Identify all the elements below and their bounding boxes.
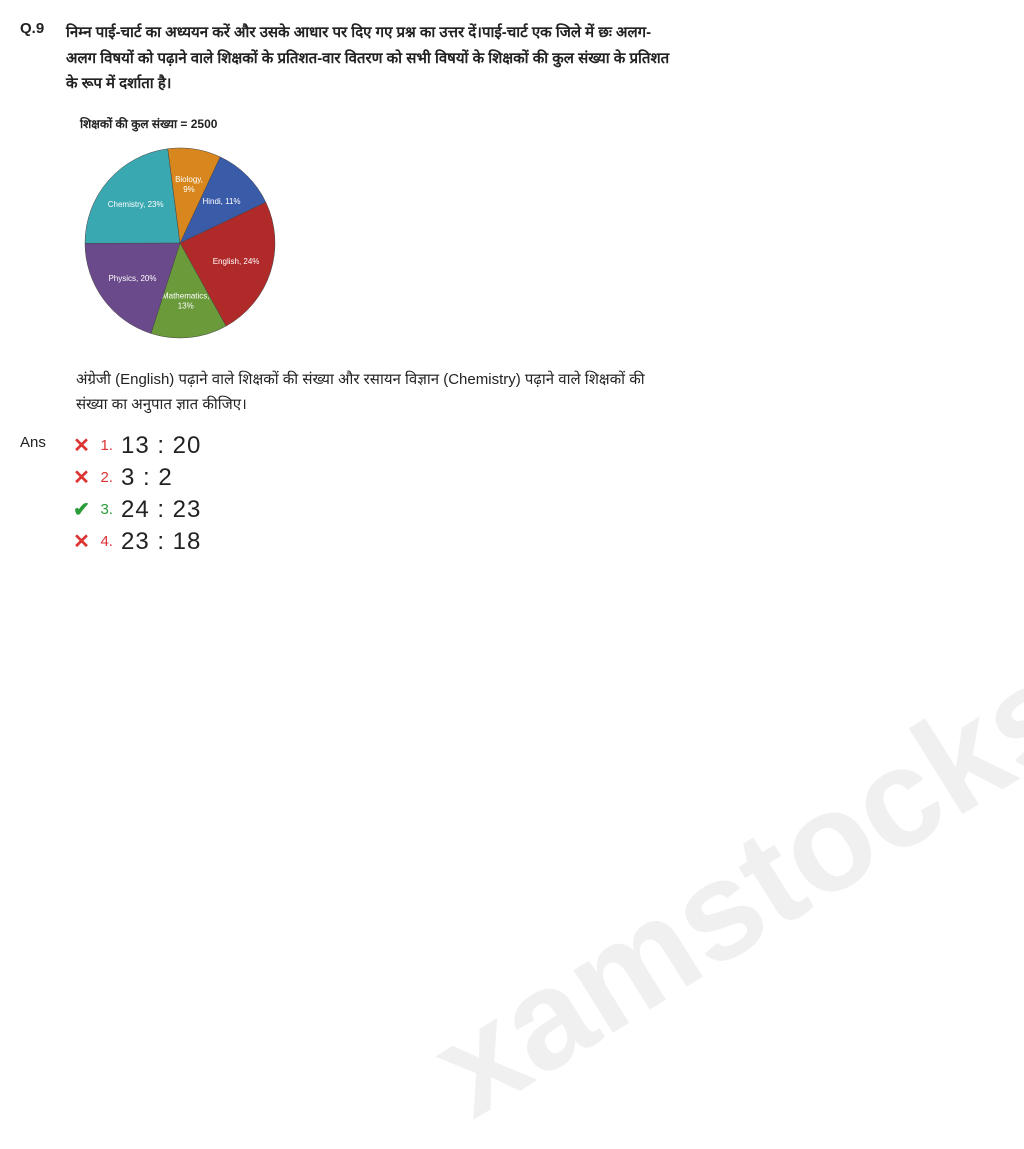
option-number: 4.	[100, 533, 113, 550]
qtext-line3: के रूप में दर्शाता है।	[66, 75, 171, 92]
pie-slice-label: Physics, 20%	[108, 273, 156, 282]
cross-icon: ✕	[70, 529, 92, 554]
cross-icon: ✕	[70, 433, 92, 458]
pie-chart-wrap: Hindi, 11% English, 24% Mathematics,13% Phy…	[70, 138, 994, 353]
option-text: 23 : 18	[121, 528, 201, 556]
answer-block: Ans ✕ 1. 13 : 20 ✕ 2. 3 : 2 ✔ 3. 24 : 23 ✕ 4. 23 : …	[20, 428, 994, 560]
answer-label: Ans	[20, 434, 66, 451]
option-number: 2.	[100, 469, 113, 486]
watermark: xamstocks	[404, 628, 1024, 1149]
pie-slice	[85, 148, 180, 243]
sub-question: अंग्रेजी (English) पढ़ाने वाले शिक्षकों …	[76, 367, 994, 418]
pie-slice-label: Hindi, 11%	[202, 197, 240, 206]
option-text: 3 : 2	[121, 464, 173, 492]
option-text: 24 : 23	[121, 496, 201, 524]
pie-slice-label: Chemistry, 23%	[108, 200, 164, 209]
subq-line2: संख्या का अनुपात ज्ञात कीजिए।	[76, 396, 247, 413]
pie-slice-label: 13%	[178, 301, 194, 310]
option-text: 13 : 20	[121, 432, 201, 460]
subq-line1: अंग्रेजी (English) पढ़ाने वाले शिक्षकों …	[76, 371, 645, 388]
qtext-line1: निम्न पाई-चार्ट का अध्ययन करें और उसके आ…	[66, 24, 651, 41]
option-row[interactable]: ✕ 4. 23 : 18	[70, 528, 201, 556]
question-number: Q.9	[20, 20, 54, 97]
pie-slice-label: Biology,	[175, 174, 203, 183]
pie-slice-label: English, 24%	[213, 257, 260, 266]
cross-icon: ✕	[70, 465, 92, 490]
chart-title: शिक्षकों की कुल संख्या = 2500	[80, 115, 994, 132]
pie-slice-label: Mathematics,	[162, 291, 210, 300]
question-text: निम्न पाई-चार्ट का अध्ययन करें और उसके आ…	[66, 20, 669, 97]
check-icon: ✔	[70, 497, 92, 522]
pie-chart: Hindi, 11% English, 24% Mathematics,13% Phy…	[70, 138, 300, 353]
pie-slice-label: 9%	[183, 184, 195, 193]
option-row[interactable]: ✔ 3. 24 : 23	[70, 496, 201, 524]
option-row[interactable]: ✕ 1. 13 : 20	[70, 432, 201, 460]
options-list: ✕ 1. 13 : 20 ✕ 2. 3 : 2 ✔ 3. 24 : 23 ✕ 4. 23 : 18	[70, 428, 201, 560]
option-row[interactable]: ✕ 2. 3 : 2	[70, 464, 201, 492]
option-number: 3.	[100, 501, 113, 518]
option-number: 1.	[100, 437, 113, 454]
question-row: Q.9 निम्न पाई-चार्ट का अध्ययन करें और उस…	[20, 20, 994, 97]
qtext-line2: अलग विषयों को पढ़ाने वाले शिक्षकों के प्…	[66, 50, 669, 67]
